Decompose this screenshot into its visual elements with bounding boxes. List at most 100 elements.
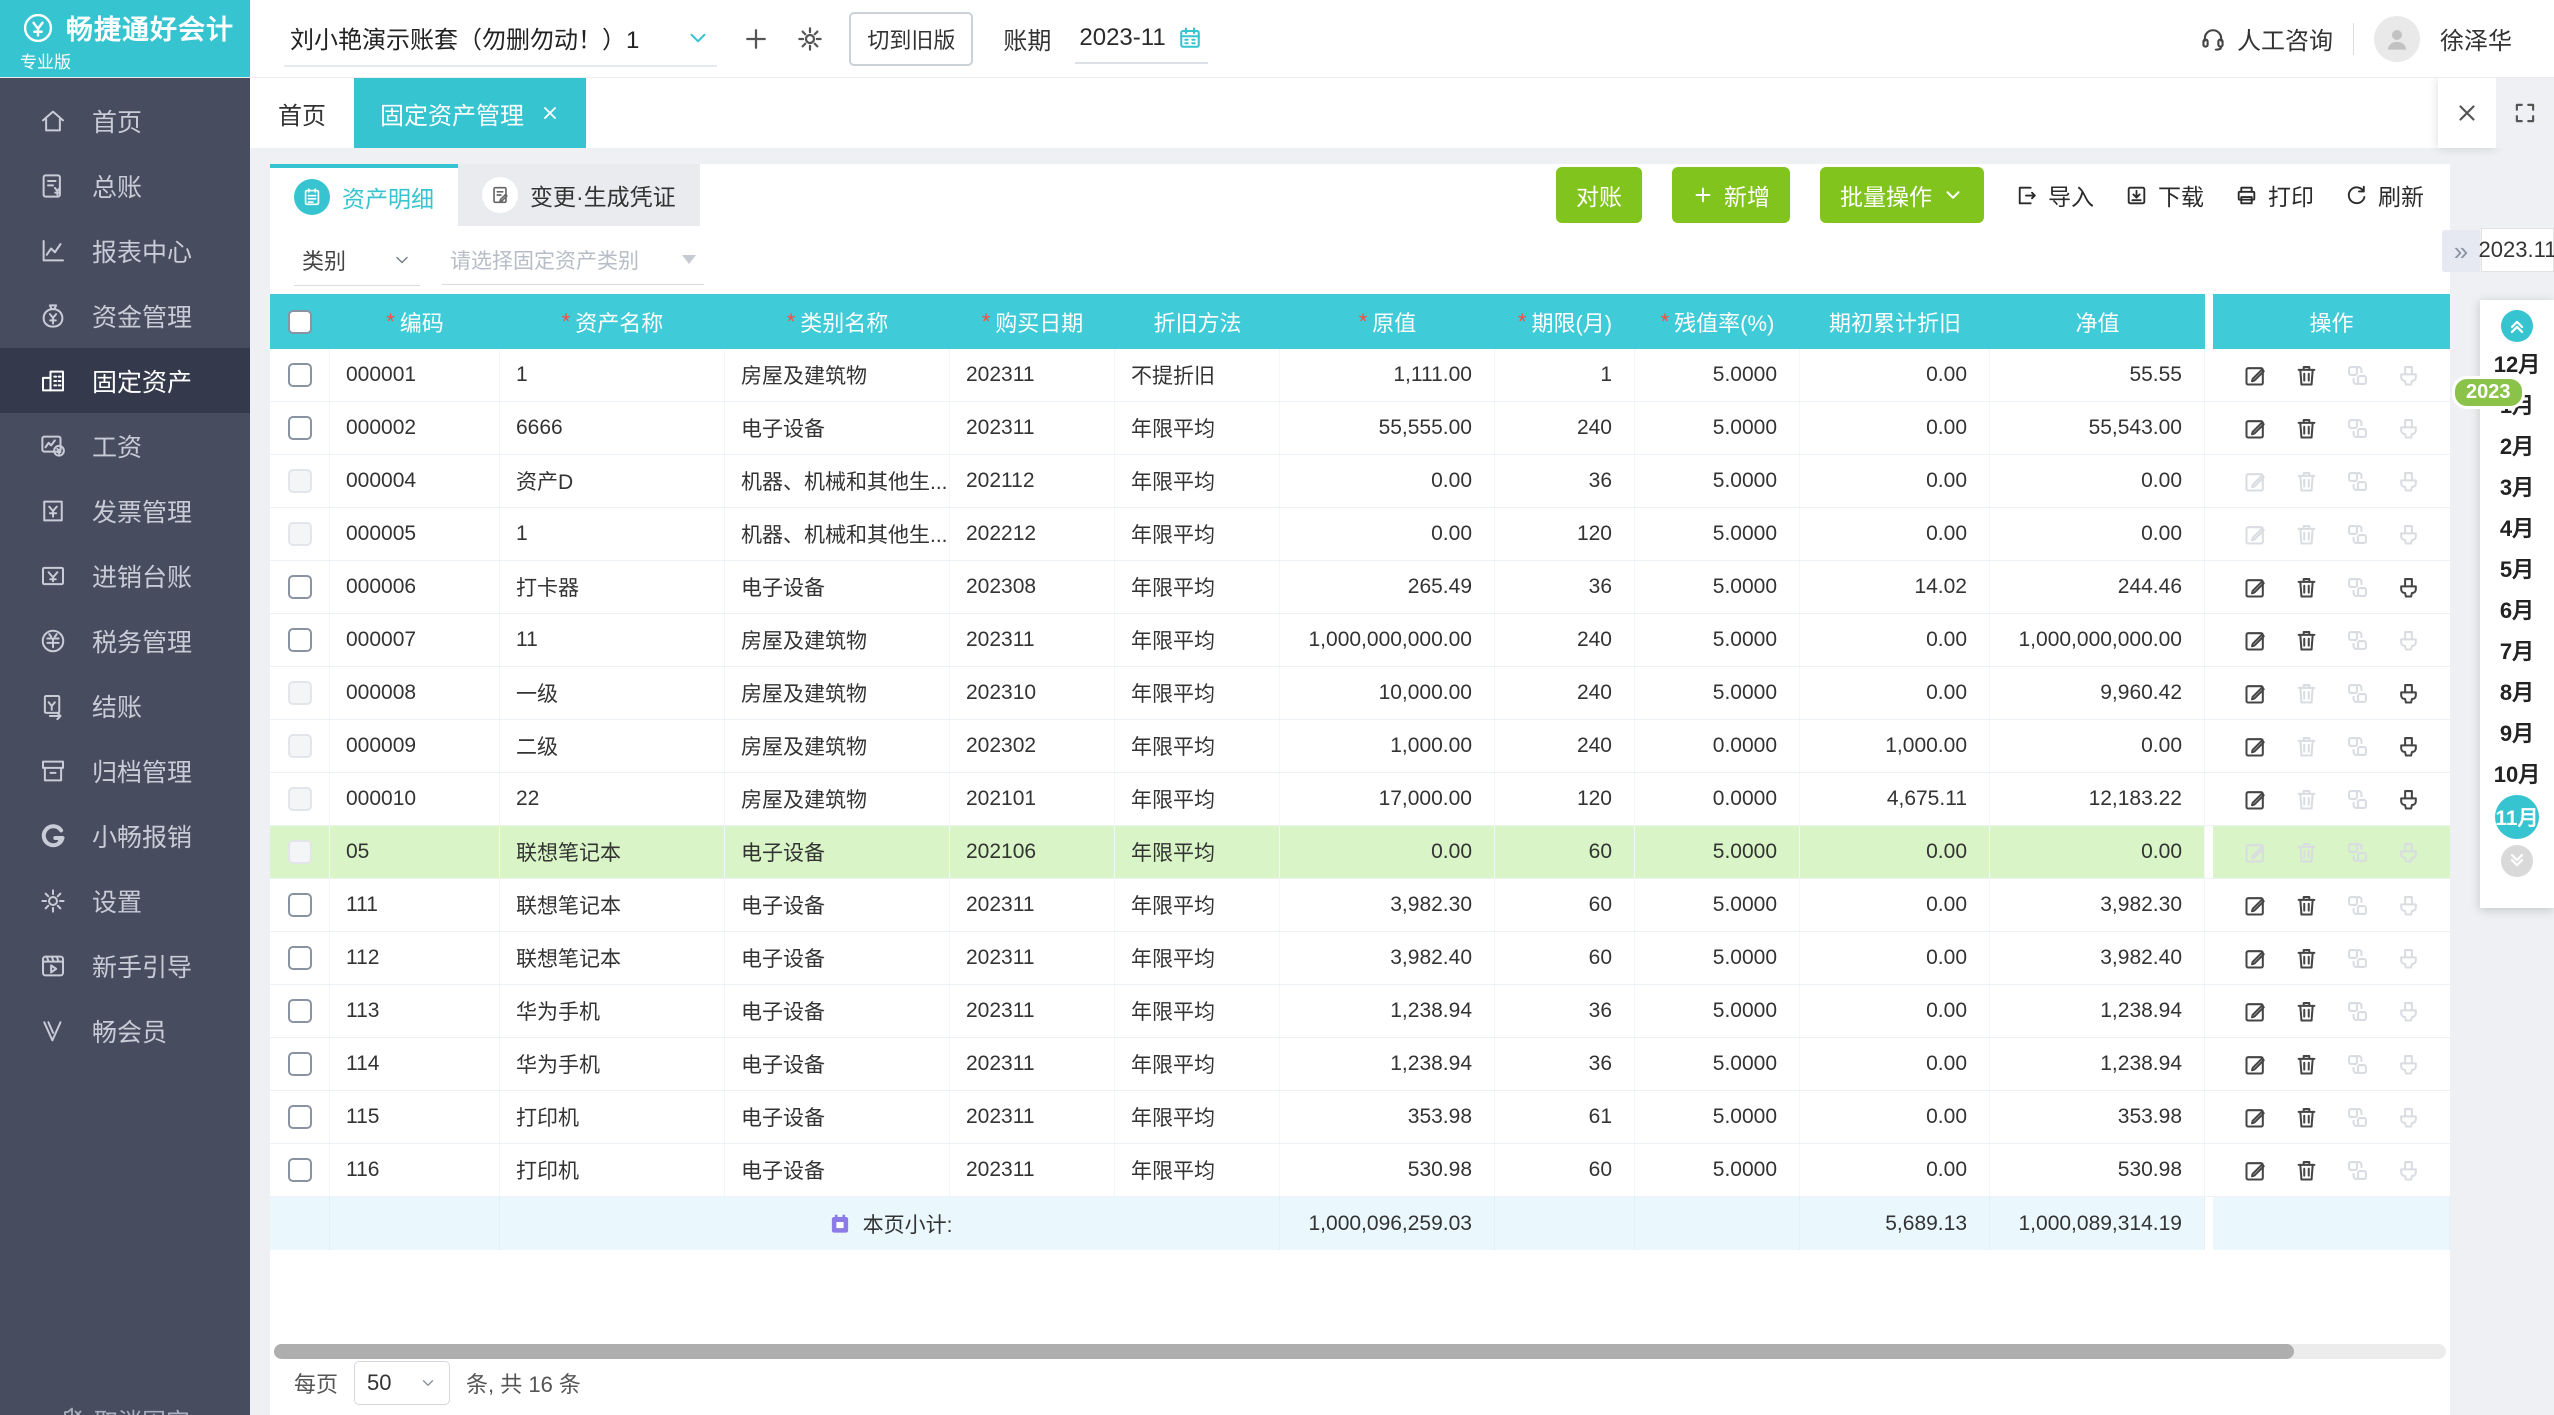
support-link[interactable]: 人工咨询	[2199, 21, 2333, 56]
sidebar-unpin[interactable]: 取消固定	[0, 1402, 250, 1415]
sidebar-item-tax[interactable]: 税务管理	[0, 608, 250, 673]
row-checkbox[interactable]	[287, 628, 312, 652]
sidebar-item-funds[interactable]: 资金管理	[0, 283, 250, 348]
sidebar-item-daybook[interactable]: 进销台账	[0, 543, 250, 608]
fullscreen-button[interactable]	[2496, 78, 2554, 148]
sidebar-item-member[interactable]: 畅会员	[0, 998, 250, 1063]
calendar-collapse-handle[interactable]: »	[2442, 230, 2480, 272]
calendar-month[interactable]: 3月	[2499, 474, 2535, 500]
delete-icon[interactable]	[2293, 998, 2320, 1025]
row-select-cell	[270, 773, 330, 825]
clean-icon	[2395, 945, 2422, 972]
tab-home[interactable]: 首页	[278, 102, 326, 130]
sidebar-item-ledger[interactable]: 总账	[0, 153, 250, 218]
filter-type-dropdown[interactable]: 类别	[294, 235, 420, 286]
sidebar-item-home[interactable]: 首页	[0, 88, 250, 153]
delete-icon[interactable]	[2293, 892, 2320, 919]
edit-icon[interactable]	[2242, 1104, 2269, 1131]
print-button[interactable]: 打印	[2234, 178, 2314, 212]
subtab-asset-detail[interactable]: 资产明细	[270, 164, 458, 226]
sidebar-item-payroll[interactable]: 工资	[0, 413, 250, 478]
delete-icon[interactable]	[2293, 415, 2320, 442]
calendar-month[interactable]: 8月	[2499, 679, 2535, 705]
delete-icon[interactable]	[2293, 362, 2320, 389]
edit-icon[interactable]	[2242, 1157, 2269, 1184]
app-header: 畅捷通好会计 专业版 刘小艳演示账套（勿删勿动！）1 切到旧版 账期 2023-…	[0, 0, 2554, 78]
delete-icon[interactable]	[2293, 1051, 2320, 1078]
calendar-month[interactable]: 2月	[2499, 433, 2535, 459]
subtab-change-voucher[interactable]: 变更·生成凭证	[458, 164, 700, 226]
cell-rate: 5.0000	[1635, 879, 1800, 931]
edit-icon[interactable]	[2242, 786, 2269, 813]
delete-icon[interactable]	[2293, 627, 2320, 654]
row-checkbox[interactable]	[287, 999, 312, 1023]
sidebar-item-invoice[interactable]: 发票管理	[0, 478, 250, 543]
reconcile-button[interactable]: 对账	[1556, 167, 1642, 223]
calendar-month[interactable]: 10月	[2493, 761, 2541, 787]
calendar-month-selected[interactable]: 11月	[2494, 795, 2539, 839]
row-checkbox[interactable]	[287, 1158, 312, 1182]
edit-icon[interactable]	[2242, 945, 2269, 972]
sidebar-item-archive[interactable]: 归档管理	[0, 738, 250, 803]
edit-icon[interactable]	[2242, 998, 2269, 1025]
delete-icon[interactable]	[2293, 1157, 2320, 1184]
delete-icon[interactable]	[2293, 1104, 2320, 1131]
row-checkbox[interactable]	[287, 416, 312, 440]
clean-icon[interactable]	[2395, 786, 2422, 813]
edit-icon[interactable]	[2242, 1051, 2269, 1078]
sidebar-item-settings[interactable]: 设置	[0, 868, 250, 933]
clean-icon[interactable]	[2395, 574, 2422, 601]
delete-icon[interactable]	[2293, 945, 2320, 972]
clean-icon[interactable]	[2395, 733, 2422, 760]
calendar-month-prev[interactable]: 12月	[2493, 351, 2541, 377]
sidebar-item-guide[interactable]: 新手引导	[0, 933, 250, 998]
row-checkbox[interactable]	[287, 893, 312, 917]
edit-icon[interactable]	[2242, 362, 2269, 389]
add-account-button[interactable]	[741, 24, 771, 54]
delete-icon[interactable]	[2293, 574, 2320, 601]
per-page-select[interactable]: 50	[354, 1361, 451, 1405]
edit-icon[interactable]	[2242, 574, 2269, 601]
calendar-month[interactable]: 6月	[2499, 597, 2535, 623]
row-checkbox[interactable]	[287, 946, 312, 970]
edit-icon[interactable]	[2242, 680, 2269, 707]
select-all-checkbox[interactable]	[288, 309, 312, 334]
edit-icon[interactable]	[2242, 627, 2269, 654]
scrollbar-thumb[interactable]	[274, 1344, 2294, 1359]
row-checkbox[interactable]	[287, 1052, 312, 1076]
sidebar-item-assets[interactable]: 固定资产	[0, 348, 250, 413]
refresh-button[interactable]: 刷新	[2344, 178, 2424, 212]
row-checkbox[interactable]	[287, 363, 312, 387]
edit-icon[interactable]	[2242, 892, 2269, 919]
horizontal-scrollbar[interactable]	[274, 1344, 2446, 1359]
asset-category-select[interactable]: 请选择固定资产类别	[442, 236, 704, 285]
account-selector[interactable]: 刘小艳演示账套（勿删勿动！）1	[284, 10, 718, 67]
scroll-down-icon[interactable]	[2501, 845, 2533, 877]
row-checkbox[interactable]	[287, 1105, 312, 1129]
scroll-up-icon[interactable]	[2501, 310, 2533, 342]
sidebar-item-reimburse[interactable]: 小畅报销	[0, 803, 250, 868]
edit-icon[interactable]	[2242, 415, 2269, 442]
calendar-month[interactable]: 5月	[2499, 556, 2535, 582]
close-tab-icon[interactable]	[540, 103, 560, 123]
avatar[interactable]	[2374, 15, 2420, 62]
sidebar-item-closing[interactable]: 结账	[0, 673, 250, 738]
sidebar-item-report[interactable]: 报表中心	[0, 218, 250, 283]
add-button[interactable]: 新增	[1672, 167, 1790, 223]
sidebar-item-label: 新手引导	[92, 953, 193, 982]
row-checkbox[interactable]	[287, 575, 312, 599]
edit-icon[interactable]	[2242, 733, 2269, 760]
close-icon	[2454, 100, 2480, 126]
gear-icon[interactable]	[795, 24, 825, 54]
batch-actions-button[interactable]: 批量操作	[1820, 167, 1984, 223]
calendar-month[interactable]: 7月	[2499, 638, 2535, 664]
calendar-month[interactable]: 4月	[2499, 515, 2535, 541]
close-button[interactable]	[2438, 78, 2496, 148]
switch-old-version-button[interactable]: 切到旧版	[849, 11, 974, 66]
import-button[interactable]: 导入	[2014, 178, 2094, 212]
period-selector[interactable]: 2023-11	[1075, 14, 1208, 64]
calendar-month[interactable]: 9月	[2499, 720, 2535, 746]
clean-icon[interactable]	[2395, 680, 2422, 707]
tab-fixed-asset-management[interactable]: 固定资产管理	[354, 78, 586, 148]
download-button[interactable]: 下载	[2124, 178, 2204, 212]
